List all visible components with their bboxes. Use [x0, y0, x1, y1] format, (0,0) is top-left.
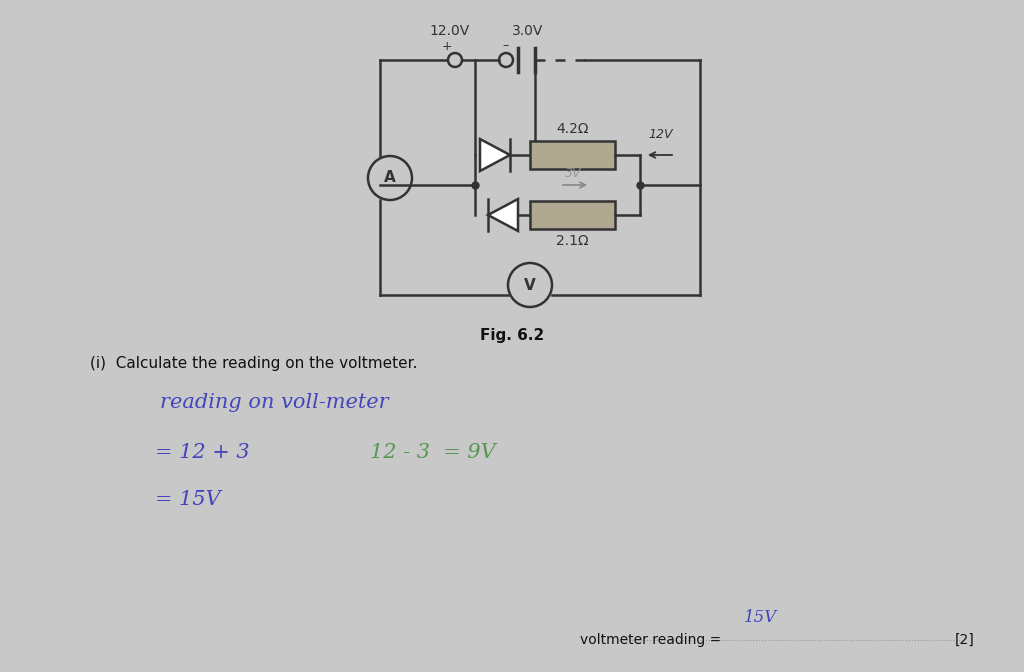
Text: 12 - 3  = 9V: 12 - 3 = 9V — [370, 443, 496, 462]
Text: V: V — [524, 278, 536, 292]
Circle shape — [449, 53, 462, 67]
Text: = 12 + 3: = 12 + 3 — [155, 443, 250, 462]
Circle shape — [508, 263, 552, 307]
Text: [2]: [2] — [955, 633, 975, 647]
Text: Fig. 6.2: Fig. 6.2 — [480, 328, 544, 343]
Text: 12.0V: 12.0V — [430, 24, 470, 38]
Text: (i)  Calculate the reading on the voltmeter.: (i) Calculate the reading on the voltmet… — [90, 356, 418, 371]
Text: 4.2Ω: 4.2Ω — [556, 122, 589, 136]
Text: reading on voll-meter: reading on voll-meter — [160, 393, 389, 412]
Bar — [530, 141, 615, 169]
Bar — [530, 201, 615, 229]
Circle shape — [499, 53, 513, 67]
Text: voltmeter reading =: voltmeter reading = — [580, 633, 726, 647]
Text: +: + — [441, 40, 453, 53]
Polygon shape — [488, 199, 518, 231]
Text: –: – — [503, 39, 509, 52]
Text: 12V: 12V — [648, 128, 673, 141]
Text: 15V: 15V — [743, 610, 776, 626]
Text: 3.0V: 3.0V — [512, 24, 544, 38]
Text: 2.1Ω: 2.1Ω — [556, 234, 589, 248]
Text: = 15V: = 15V — [155, 490, 221, 509]
Circle shape — [368, 156, 412, 200]
Text: A: A — [384, 171, 396, 185]
Text: 3V: 3V — [565, 167, 582, 180]
Polygon shape — [480, 139, 510, 171]
